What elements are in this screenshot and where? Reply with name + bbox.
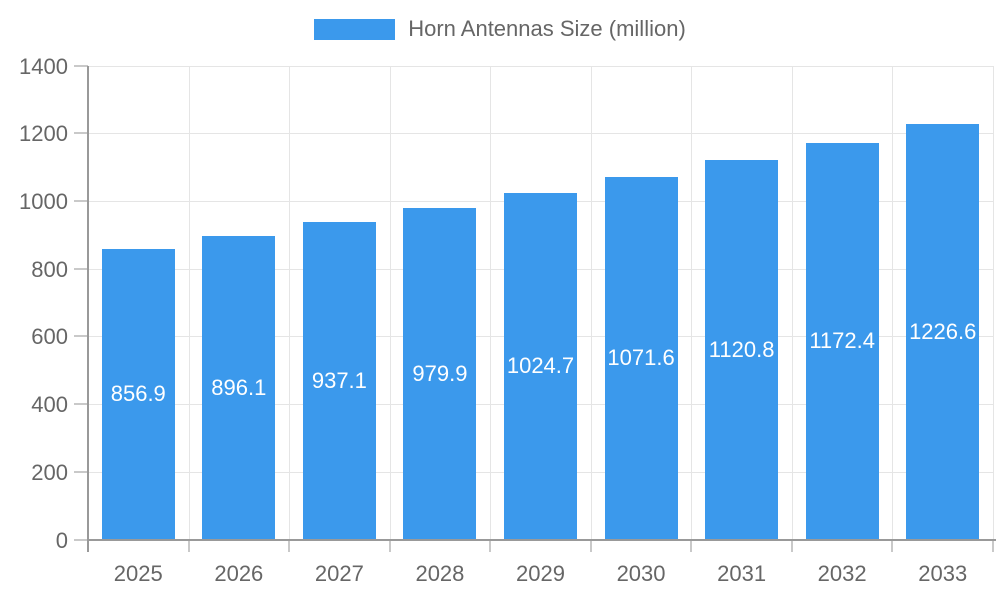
x-tick-label: 2033 xyxy=(918,561,968,586)
y-tick-label: 1400 xyxy=(19,53,68,79)
x-tick-mark xyxy=(288,539,291,552)
x-gridline xyxy=(691,65,693,540)
x-tick-mark xyxy=(992,539,994,552)
x-tick-mark xyxy=(187,539,190,552)
y-tick-mark xyxy=(74,335,88,338)
x-tick-label: 2031 xyxy=(717,561,767,586)
x-gridline xyxy=(791,65,793,540)
x-gridline xyxy=(892,65,894,540)
x-tick-mark xyxy=(891,539,894,552)
x-tick-mark xyxy=(790,539,793,552)
legend-swatch xyxy=(314,18,396,40)
bar-2032[interactable] xyxy=(805,142,879,540)
bar-value-label: 1120.8 xyxy=(708,336,775,362)
bar-2029[interactable] xyxy=(504,192,577,540)
x-gridline xyxy=(188,65,190,540)
x-tick-label: 2025 xyxy=(113,561,163,586)
bar-value-label: 896.1 xyxy=(211,374,267,400)
bar-2028[interactable] xyxy=(403,207,477,540)
y-tick-label: 1200 xyxy=(19,121,68,147)
x-tick-mark xyxy=(690,539,693,552)
x-tick-label: 2027 xyxy=(314,561,364,586)
y-tick-label: 400 xyxy=(31,392,68,418)
x-gridline xyxy=(490,65,492,540)
x-tick-label: 2032 xyxy=(817,561,867,586)
bar-value-label: 1172.4 xyxy=(809,328,875,354)
y-tick-label: 600 xyxy=(31,324,68,350)
y-axis-line xyxy=(87,65,89,552)
bar-value-label: 937.1 xyxy=(311,367,367,393)
legend: Horn Antennas Size (million) xyxy=(0,18,1000,40)
bar-value-label: 1024.7 xyxy=(506,353,575,379)
bar-2030[interactable] xyxy=(604,176,678,540)
y-tick-mark xyxy=(74,64,88,67)
bar-value-label: 979.9 xyxy=(412,360,468,386)
y-tick-mark xyxy=(74,267,88,270)
x-gridline xyxy=(389,65,391,540)
y-tick-mark xyxy=(74,132,88,135)
bar-2027[interactable] xyxy=(302,222,376,540)
x-gridline xyxy=(590,65,592,540)
y-gridline xyxy=(88,65,993,67)
x-tick-label: 2030 xyxy=(616,561,666,586)
x-tick-mark xyxy=(388,539,391,552)
y-tick-label: 0 xyxy=(55,527,68,553)
bar-value-label: 1071.6 xyxy=(607,345,675,371)
x-tick-label: 2026 xyxy=(214,561,264,586)
y-tick-mark xyxy=(74,403,88,406)
y-tick-label: 800 xyxy=(31,256,68,282)
bar-2025[interactable] xyxy=(101,249,175,540)
x-tick-mark xyxy=(589,539,592,552)
x-tick-label: 2029 xyxy=(516,561,565,586)
y-tick-label: 200 xyxy=(31,459,68,485)
y-tick-label: 1000 xyxy=(19,188,68,214)
legend-label: Horn Antennas Size (million) xyxy=(408,16,686,41)
bar-value-label: 1226.6 xyxy=(909,318,977,344)
x-axis-line xyxy=(87,538,996,541)
bar-2031[interactable] xyxy=(705,160,779,540)
x-tick-mark xyxy=(489,539,492,552)
bar-2033[interactable] xyxy=(906,124,980,540)
x-gridline xyxy=(289,65,291,540)
y-tick-mark xyxy=(74,199,88,202)
y-tick-mark xyxy=(74,470,88,473)
legend-item[interactable]: Horn Antennas Size (million) xyxy=(314,18,686,40)
y-tick-mark xyxy=(74,538,88,541)
x-tick-label: 2028 xyxy=(415,561,465,586)
y-gridline xyxy=(88,133,993,135)
bar-value-label: 856.9 xyxy=(110,381,166,407)
bar-2026[interactable] xyxy=(202,236,276,540)
x-gridline xyxy=(993,65,994,540)
